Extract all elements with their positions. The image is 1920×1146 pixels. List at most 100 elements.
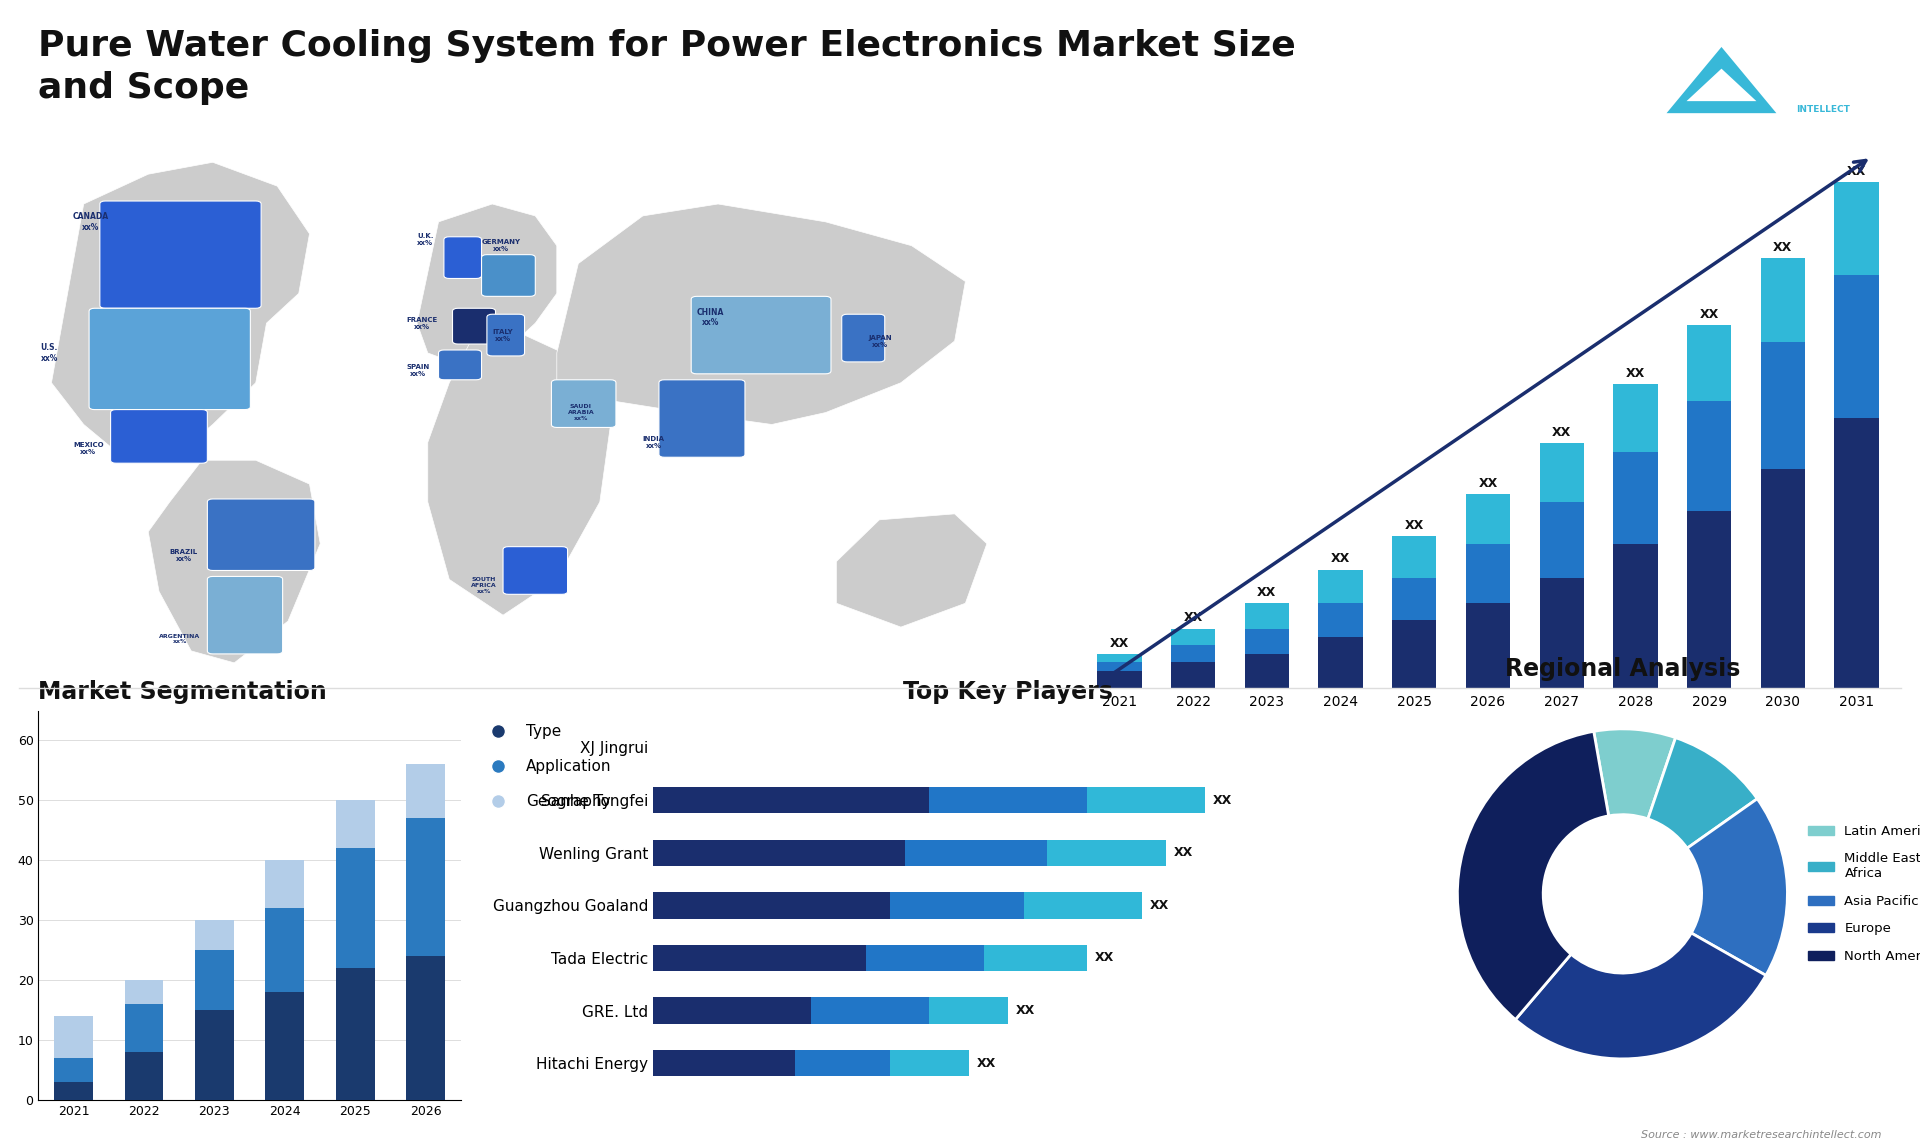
Bar bbox=[1392, 620, 1436, 688]
Text: INTELLECT: INTELLECT bbox=[1797, 105, 1851, 115]
Legend: Latin America, Middle East &
Africa, Asia Pacific, Europe, North America: Latin America, Middle East & Africa, Asi… bbox=[1803, 819, 1920, 968]
Text: XX: XX bbox=[1213, 793, 1233, 807]
Bar bbox=[653, 1050, 795, 1076]
Text: SPAIN
xx%: SPAIN xx% bbox=[407, 364, 430, 377]
Wedge shape bbox=[1647, 738, 1757, 848]
Bar bbox=[1465, 544, 1511, 603]
Bar bbox=[336, 848, 374, 968]
Bar bbox=[407, 956, 445, 1100]
Wedge shape bbox=[1594, 729, 1676, 819]
Title: Regional Analysis: Regional Analysis bbox=[1505, 658, 1740, 682]
Bar bbox=[125, 980, 163, 1004]
Text: GERMANY
xx%: GERMANY xx% bbox=[482, 240, 520, 252]
Bar bbox=[1613, 452, 1657, 544]
Text: XX: XX bbox=[1110, 637, 1129, 650]
Bar bbox=[265, 861, 303, 909]
Bar bbox=[1613, 544, 1657, 688]
Legend: Type, Application, Geography: Type, Application, Geography bbox=[476, 719, 618, 815]
Text: ARGENTINA
xx%: ARGENTINA xx% bbox=[159, 634, 200, 644]
Bar bbox=[929, 787, 1087, 814]
Text: MARKET: MARKET bbox=[1797, 52, 1839, 61]
Polygon shape bbox=[428, 335, 611, 615]
Bar bbox=[1540, 502, 1584, 578]
Bar bbox=[889, 1050, 968, 1076]
Bar bbox=[795, 1050, 889, 1076]
Text: SAUDI
ARABIA
xx%: SAUDI ARABIA xx% bbox=[568, 405, 595, 421]
FancyBboxPatch shape bbox=[453, 308, 495, 344]
Polygon shape bbox=[557, 204, 966, 424]
FancyBboxPatch shape bbox=[207, 499, 315, 571]
Bar bbox=[1048, 840, 1165, 866]
Wedge shape bbox=[1457, 731, 1609, 1020]
Title: Top Key Players: Top Key Players bbox=[902, 681, 1114, 705]
Wedge shape bbox=[1688, 799, 1788, 975]
Bar bbox=[54, 1058, 92, 1082]
Text: Market Segmentation: Market Segmentation bbox=[38, 681, 326, 705]
Bar bbox=[54, 1082, 92, 1100]
FancyBboxPatch shape bbox=[841, 314, 885, 362]
Text: XX: XX bbox=[1183, 612, 1202, 625]
FancyBboxPatch shape bbox=[100, 201, 261, 308]
FancyBboxPatch shape bbox=[691, 297, 831, 374]
Bar bbox=[653, 840, 906, 866]
Bar bbox=[1392, 578, 1436, 620]
Text: XX: XX bbox=[1551, 426, 1571, 439]
Bar bbox=[196, 950, 234, 1011]
Bar bbox=[1688, 511, 1732, 688]
Text: BRAZIL
xx%: BRAZIL xx% bbox=[169, 549, 198, 562]
FancyBboxPatch shape bbox=[444, 237, 482, 278]
Bar bbox=[1761, 469, 1805, 688]
Text: XX: XX bbox=[1331, 552, 1350, 565]
Bar bbox=[1244, 654, 1288, 688]
Text: INDIA
xx%: INDIA xx% bbox=[643, 435, 664, 449]
Bar bbox=[1761, 343, 1805, 469]
Bar bbox=[653, 893, 889, 918]
Polygon shape bbox=[837, 513, 987, 627]
Text: RESEARCH: RESEARCH bbox=[1797, 79, 1851, 87]
Text: SOUTH
AFRICA
xx%: SOUTH AFRICA xx% bbox=[470, 578, 497, 594]
Polygon shape bbox=[52, 163, 309, 461]
Bar bbox=[54, 1017, 92, 1058]
Bar bbox=[929, 997, 1008, 1023]
Text: XX: XX bbox=[1847, 165, 1866, 178]
FancyBboxPatch shape bbox=[482, 254, 536, 297]
Wedge shape bbox=[1515, 933, 1766, 1059]
Bar bbox=[407, 818, 445, 956]
Text: Source : www.marketresearchintellect.com: Source : www.marketresearchintellect.com bbox=[1642, 1130, 1882, 1140]
FancyBboxPatch shape bbox=[438, 350, 482, 379]
Text: ITALY
xx%: ITALY xx% bbox=[492, 329, 513, 342]
Bar bbox=[1540, 578, 1584, 688]
Text: XX: XX bbox=[1626, 367, 1645, 380]
Polygon shape bbox=[1686, 69, 1757, 101]
Text: XX: XX bbox=[1094, 951, 1114, 965]
Text: XX: XX bbox=[1150, 898, 1169, 912]
Bar bbox=[1465, 494, 1511, 544]
FancyBboxPatch shape bbox=[207, 576, 282, 654]
Bar bbox=[1098, 654, 1142, 662]
Polygon shape bbox=[1667, 47, 1776, 113]
Text: CANADA
xx%: CANADA xx% bbox=[73, 212, 109, 231]
Bar bbox=[1688, 401, 1732, 511]
Text: U.K.
xx%: U.K. xx% bbox=[417, 234, 434, 246]
Bar bbox=[1319, 570, 1363, 603]
Bar bbox=[1244, 629, 1288, 654]
Text: XX: XX bbox=[1699, 308, 1718, 321]
Bar bbox=[1087, 787, 1206, 814]
FancyBboxPatch shape bbox=[88, 308, 250, 409]
Text: FRANCE
xx%: FRANCE xx% bbox=[407, 316, 438, 330]
Bar bbox=[906, 840, 1048, 866]
Text: XX: XX bbox=[1478, 477, 1498, 489]
FancyBboxPatch shape bbox=[551, 379, 616, 427]
Text: XX: XX bbox=[1774, 241, 1793, 253]
Bar bbox=[1540, 444, 1584, 502]
Bar bbox=[265, 909, 303, 992]
Polygon shape bbox=[148, 461, 321, 662]
Bar bbox=[866, 944, 985, 971]
FancyBboxPatch shape bbox=[488, 314, 524, 356]
Bar bbox=[985, 944, 1087, 971]
Bar bbox=[1319, 637, 1363, 688]
Bar bbox=[653, 787, 929, 814]
Bar bbox=[1171, 629, 1215, 645]
Text: XX: XX bbox=[1173, 846, 1192, 860]
Bar bbox=[1023, 893, 1142, 918]
